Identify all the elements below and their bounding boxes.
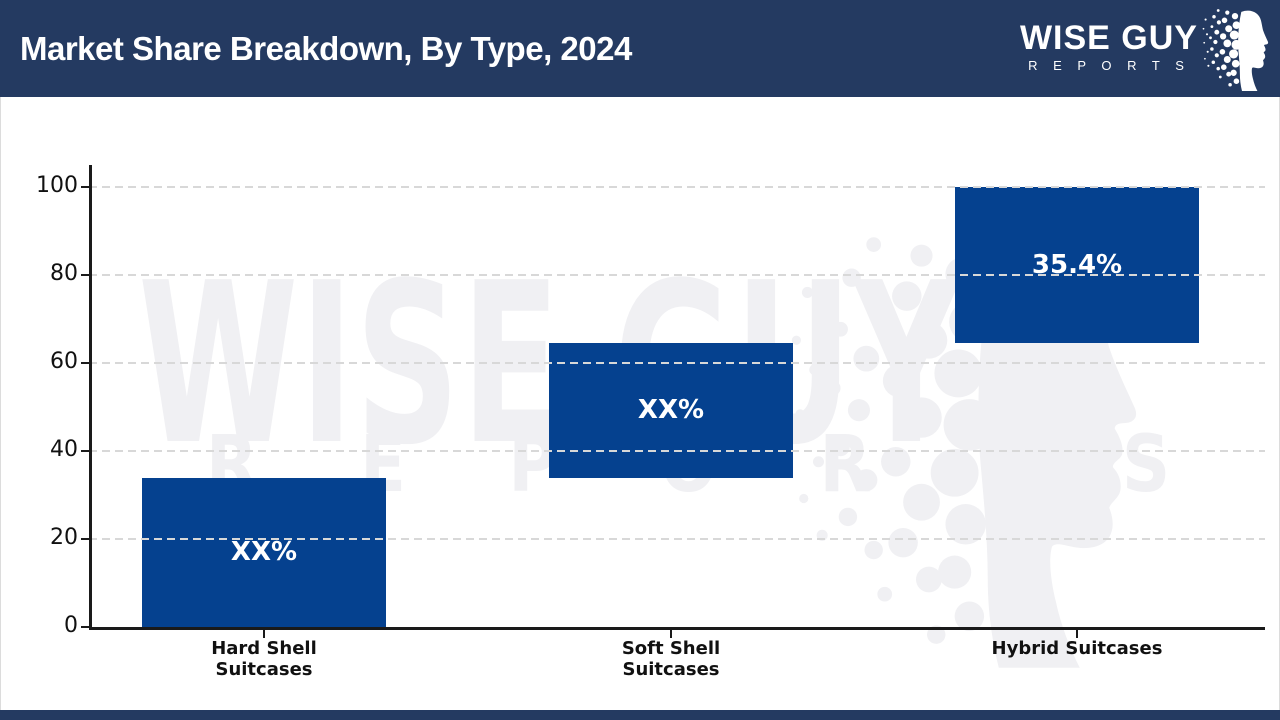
bar-segment	[955, 187, 1199, 343]
y-tick-label: 60	[50, 349, 78, 375]
y-tick-label: 80	[50, 261, 78, 287]
gridline-40	[89, 450, 1265, 453]
bar-value-label: XX%	[637, 395, 705, 426]
x-category-label: Hybrid Suitcases	[991, 638, 1163, 659]
bar-value-label: XX%	[230, 537, 298, 568]
logo-reports-label: R E P O R T S	[1028, 58, 1190, 73]
x-category-label: Hard Shell Suitcases	[211, 638, 317, 680]
y-tick-mark	[81, 186, 89, 189]
gridline-60	[89, 362, 1265, 365]
logo-wiseguy-label: WISE GUY	[1019, 19, 1198, 57]
bar-value-label: 35.4%	[1031, 250, 1123, 281]
y-tick-mark	[81, 538, 89, 541]
y-tick-label: 40	[50, 437, 78, 463]
bar-segment	[549, 342, 793, 478]
gridline-20	[89, 538, 1265, 541]
gridline-80	[89, 274, 1265, 277]
y-tick-mark	[81, 626, 89, 628]
x-tick-mark	[263, 630, 265, 638]
y-axis-line	[89, 165, 92, 630]
page-title: Market Share Breakdown, By Type, 2024	[20, 29, 632, 67]
header-band: Market Share Breakdown, By Type, 2024 WI…	[0, 0, 1280, 97]
y-tick-mark	[81, 450, 89, 453]
gridline-100	[89, 186, 1265, 189]
wiseguy-face-icon	[1202, 9, 1269, 91]
y-tick-mark	[81, 362, 89, 365]
footer-band	[0, 710, 1280, 720]
y-tick-mark	[81, 274, 89, 277]
y-tick-label: 20	[50, 525, 78, 551]
x-category-label: Soft Shell Suitcases	[621, 638, 721, 680]
wiseguy-logo-text: WISE GUY R E P O R T S	[1020, 20, 1198, 74]
x-tick-mark	[670, 630, 672, 638]
wiseguy-logo: WISE GUY R E P O R T S	[1010, 4, 1270, 94]
bar-segment	[142, 477, 386, 627]
x-axis-line	[89, 627, 1265, 630]
x-tick-mark	[1076, 630, 1078, 638]
y-tick-label: 0	[64, 613, 78, 638]
y-tick-label: 100	[36, 173, 78, 199]
